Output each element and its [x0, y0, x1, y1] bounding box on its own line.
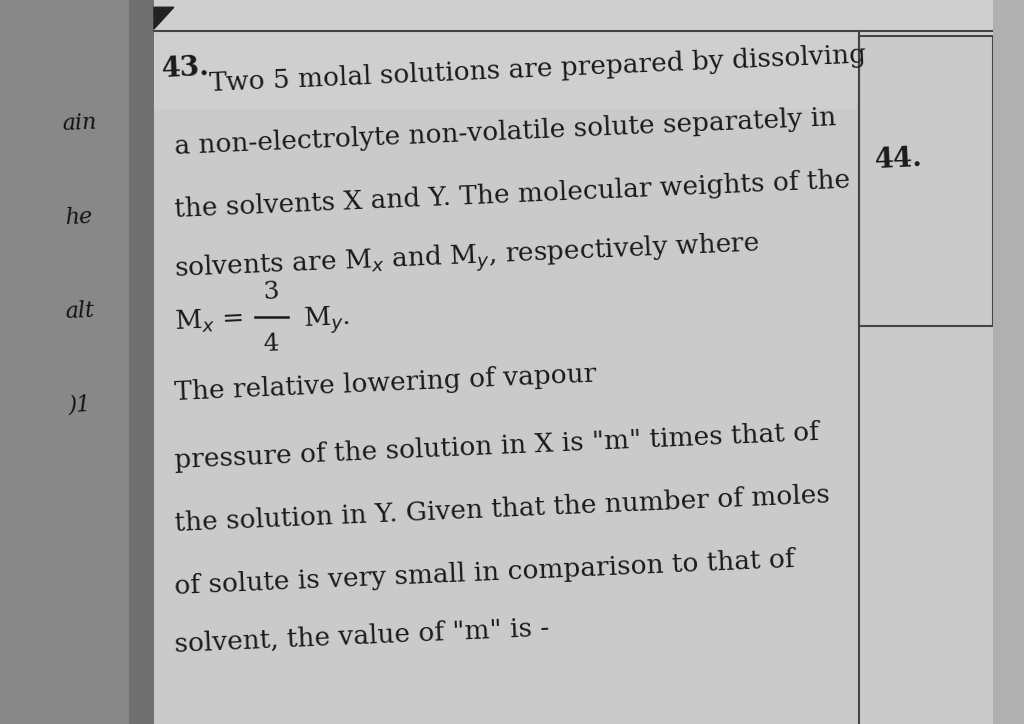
Text: 44.: 44.	[874, 145, 924, 174]
Text: the solvents X and Y. The molecular weights of the: the solvents X and Y. The molecular weig…	[174, 167, 851, 222]
Text: a non-electrolyte non-volatile solute separately in: a non-electrolyte non-volatile solute se…	[174, 105, 837, 159]
Text: solvents are M$_x$ and M$_y$, respectively where: solvents are M$_x$ and M$_y$, respective…	[174, 229, 760, 287]
Text: )1: )1	[68, 394, 91, 417]
Bar	[0, 0, 154, 724]
Text: the solution in Y. Given that the number of moles: the solution in Y. Given that the number…	[174, 483, 830, 536]
Bar	[129, 0, 164, 724]
Text: 3: 3	[263, 280, 280, 303]
Polygon shape	[154, 7, 174, 29]
Text: pressure of the solution in X is "m" times that of: pressure of the solution in X is "m" tim…	[174, 420, 819, 473]
Text: he: he	[66, 206, 93, 229]
Text: of solute is very small in comparison to that of: of solute is very small in comparison to…	[174, 547, 795, 599]
Text: Two 5 molal solutions are prepared by dissolving: Two 5 molal solutions are prepared by di…	[209, 42, 866, 96]
Text: alt: alt	[65, 300, 94, 323]
Text: M$_x$ =: M$_x$ =	[174, 306, 247, 336]
Bar	[859, 36, 993, 326]
Text: ain: ain	[61, 111, 97, 135]
Bar	[154, 0, 993, 724]
Bar	[154, 0, 993, 109]
Text: 43.: 43.	[161, 54, 210, 83]
Text: The relative lowering of vapour: The relative lowering of vapour	[174, 362, 597, 405]
Text: 4: 4	[263, 333, 280, 356]
Text: solvent, the value of "m" is -: solvent, the value of "m" is -	[174, 615, 550, 657]
Text: M$_y$.: M$_y$.	[303, 304, 351, 337]
